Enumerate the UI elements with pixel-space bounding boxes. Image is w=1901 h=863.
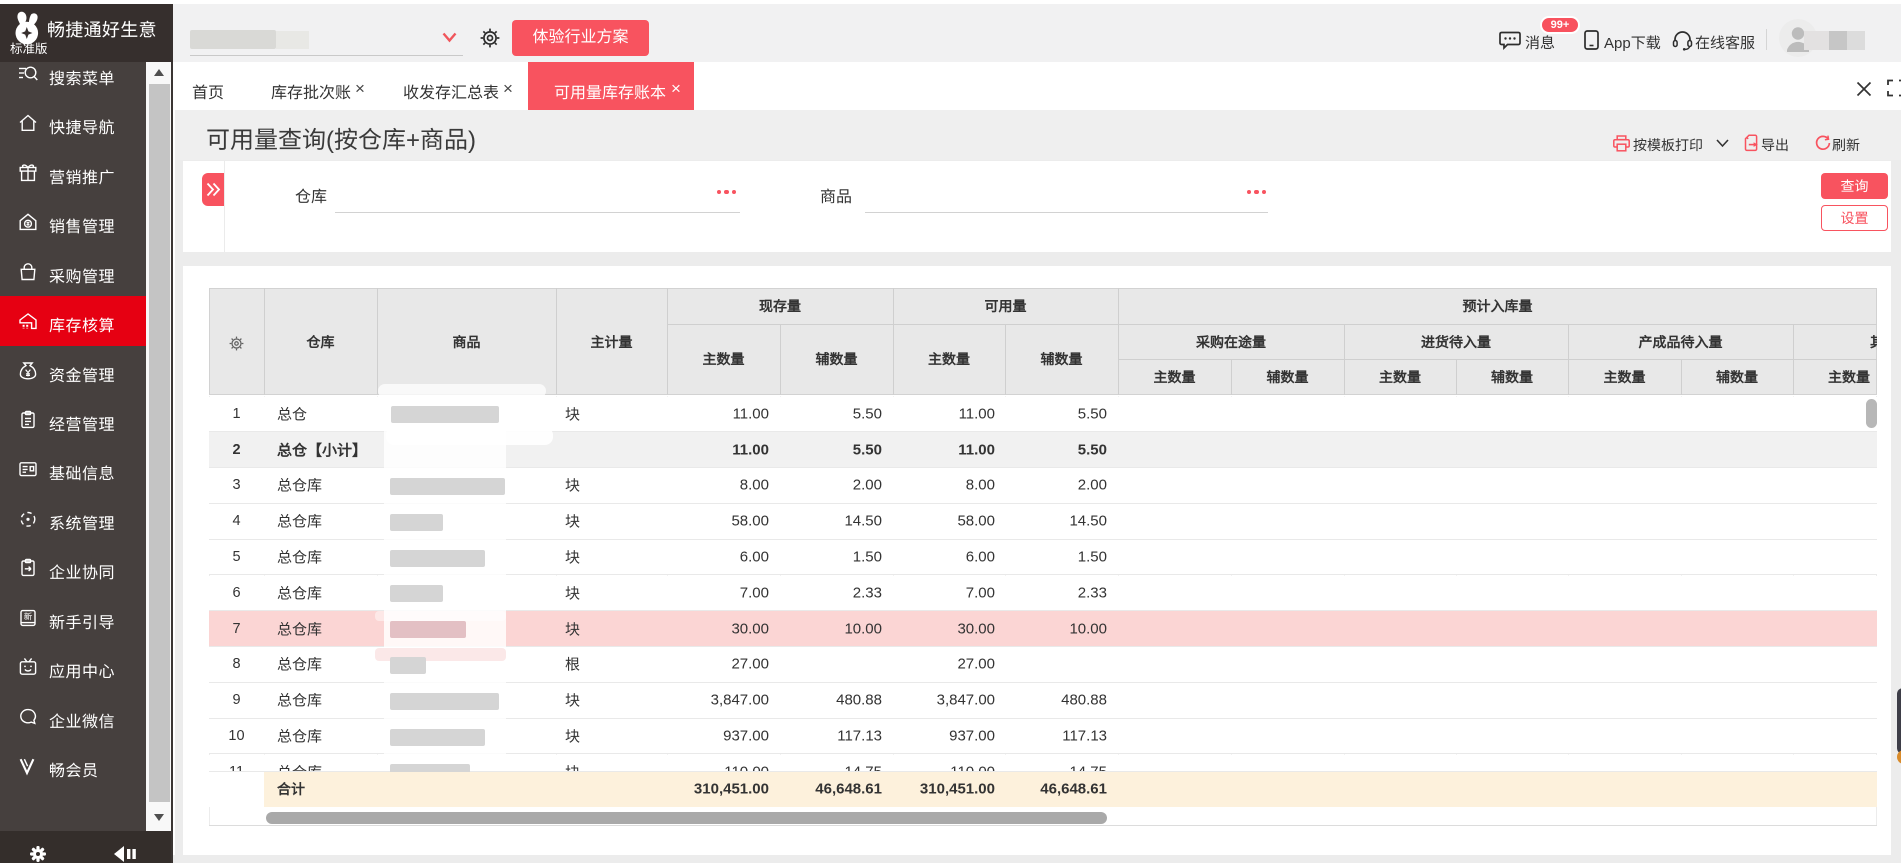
svg-text:新: 新: [24, 610, 33, 622]
